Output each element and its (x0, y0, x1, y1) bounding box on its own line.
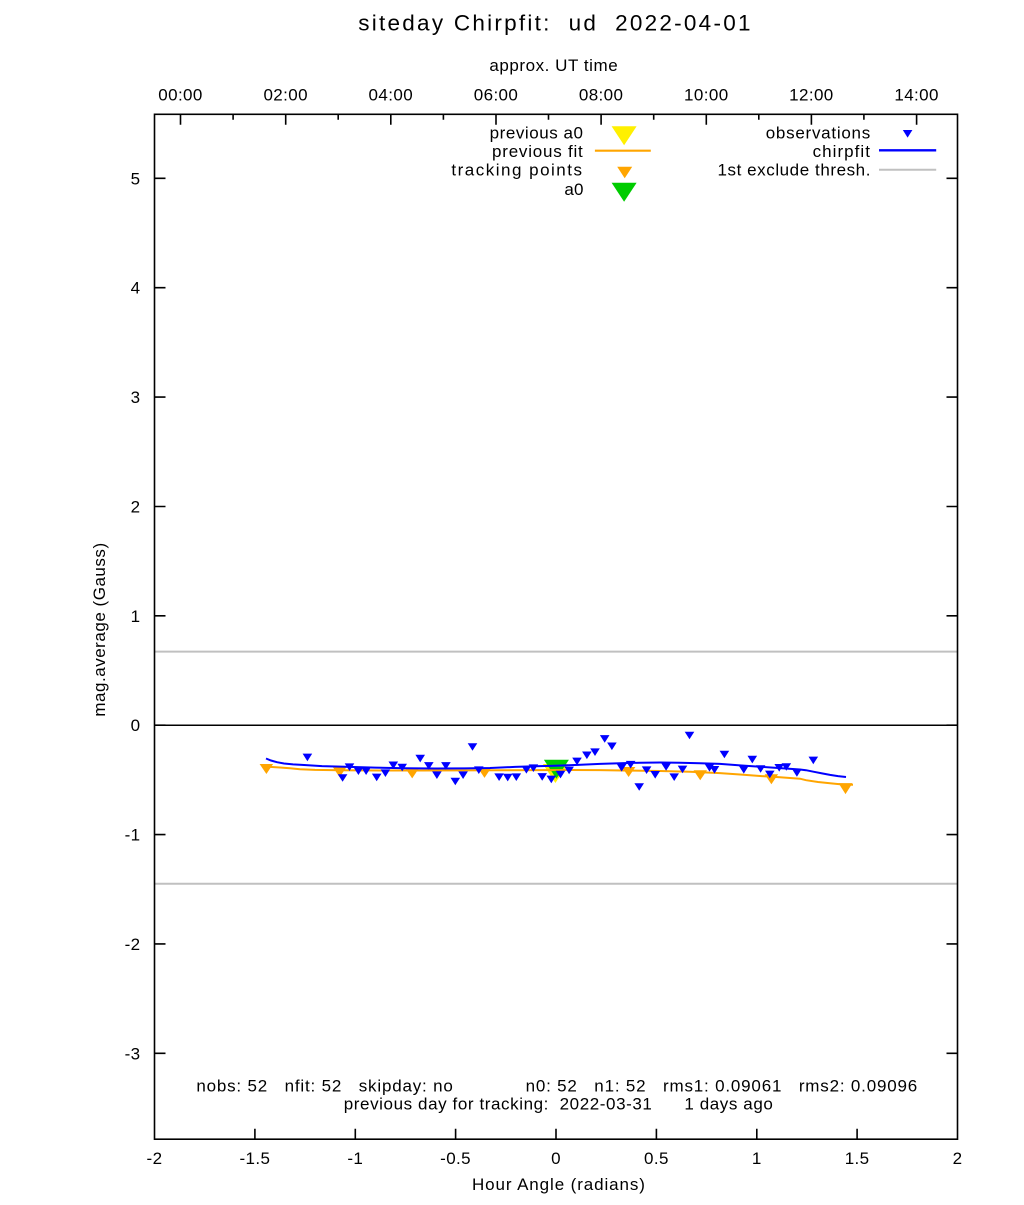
svg-text:04:00: 04:00 (369, 86, 414, 105)
svg-text:a0: a0 (564, 180, 583, 199)
svg-text:0: 0 (551, 1149, 561, 1168)
svg-text:3: 3 (131, 388, 141, 407)
svg-text:previous day for tracking: 20: previous day for tracking: 2022-03-31 1 … (344, 1095, 774, 1114)
svg-text:-1: -1 (125, 826, 141, 845)
svg-text:Hour Angle (radians): Hour Angle (radians) (472, 1175, 646, 1194)
svg-text:-2: -2 (125, 935, 141, 954)
svg-text:10:00: 10:00 (684, 86, 729, 105)
svg-text:5: 5 (131, 169, 141, 188)
svg-text:siteday Chirpfit: ud 2022-04: siteday Chirpfit: ud 2022-04-01 (358, 11, 752, 36)
svg-text:nobs: 52 nfit: 52 skipday:: nobs: 52 nfit: 52 skipday: no n0: 52 n1:… (196, 1077, 918, 1096)
svg-text:1: 1 (752, 1149, 762, 1168)
svg-text:02:00: 02:00 (263, 86, 308, 105)
svg-text:chirpfit: chirpfit (813, 142, 871, 161)
svg-text:0.5: 0.5 (644, 1149, 669, 1168)
svg-text:4: 4 (131, 279, 141, 298)
svg-text:-2: -2 (147, 1149, 163, 1168)
svg-text:06:00: 06:00 (474, 86, 519, 105)
svg-text:observations: observations (766, 124, 871, 143)
svg-text:-0.5: -0.5 (440, 1149, 471, 1168)
svg-text:previous fit: previous fit (492, 142, 583, 161)
svg-text:approx. UT time: approx. UT time (489, 56, 618, 75)
svg-text:-1.5: -1.5 (239, 1149, 270, 1168)
svg-text:1.5: 1.5 (845, 1149, 870, 1168)
svg-text:-3: -3 (125, 1044, 141, 1063)
svg-text:2: 2 (131, 498, 141, 517)
svg-text:1: 1 (131, 607, 141, 626)
svg-text:14:00: 14:00 (894, 86, 939, 105)
svg-text:mag.average (Gauss): mag.average (Gauss) (90, 542, 109, 716)
svg-text:00:00: 00:00 (158, 86, 203, 105)
svg-text:0: 0 (131, 716, 141, 735)
svg-text:tracking points: tracking points (451, 161, 583, 180)
svg-text:12:00: 12:00 (789, 86, 834, 105)
svg-text:08:00: 08:00 (579, 86, 624, 105)
svg-text:2: 2 (953, 1149, 963, 1168)
svg-text:1st exclude thresh.: 1st exclude thresh. (717, 161, 871, 180)
svg-text:-1: -1 (347, 1149, 363, 1168)
svg-text:previous a0: previous a0 (490, 124, 584, 143)
